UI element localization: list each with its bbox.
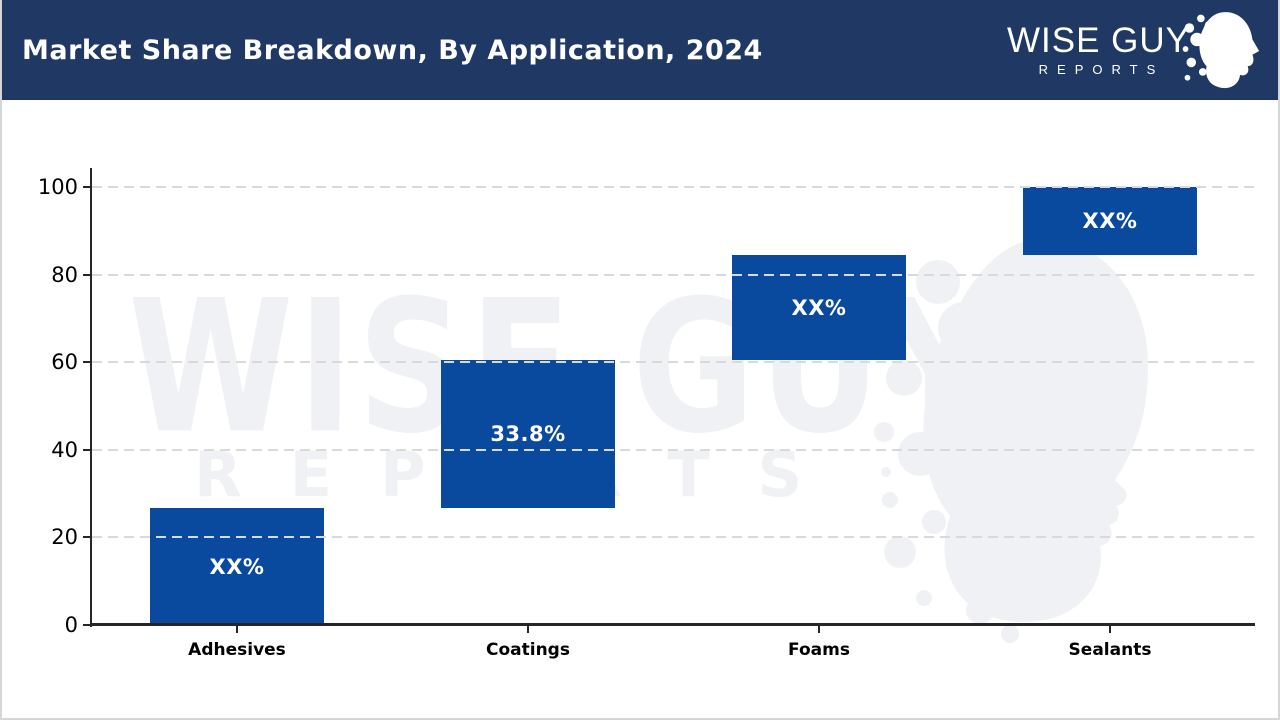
y-tick-mark: [83, 186, 91, 188]
logo-title: WISE GUY: [1006, 21, 1190, 61]
y-axis-line: [90, 168, 92, 627]
y-tick-label: 100: [37, 175, 78, 199]
x-category-label: Adhesives: [188, 640, 286, 660]
bar-sealants: XX%: [1023, 187, 1197, 255]
y-tick-mark: [83, 624, 91, 626]
x-category-label: Coatings: [486, 640, 570, 660]
x-category-label: Sealants: [1068, 640, 1152, 660]
x-tick-mark: [527, 625, 529, 633]
y-tick-label: 20: [51, 525, 78, 550]
logo-text: WISE GUY REPORTS: [1006, 21, 1190, 77]
gridline: [92, 273, 1255, 276]
gridline: [92, 186, 1255, 188]
x-tick-mark: [236, 625, 238, 633]
y-tick-mark: [83, 361, 91, 364]
bar-coatings: 33.8%: [441, 360, 615, 508]
wise-guy-logo: WISE GUY REPORTS: [1007, 7, 1262, 93]
bar-value-label: 33.8%: [490, 422, 566, 446]
y-tick-label: 80: [51, 262, 78, 287]
y-tick-label: 0: [64, 613, 78, 637]
gridline: [92, 448, 1255, 451]
bar-value-label: XX%: [1082, 209, 1138, 233]
logo-head-icon: [1182, 12, 1260, 89]
bar-value-label: XX%: [209, 554, 265, 579]
y-tick-mark: [83, 536, 91, 539]
x-axis-line: [90, 623, 1255, 626]
bar-adhesives: XX%: [150, 508, 324, 625]
y-tick-mark: [83, 448, 91, 451]
gridline: [92, 536, 1255, 539]
x-tick-mark: [818, 625, 820, 633]
header: Market Share Breakdown, By Application, …: [2, 0, 1278, 100]
bar-foams: XX%: [732, 255, 906, 360]
y-tick-label: 60: [51, 350, 78, 375]
y-tick-mark: [83, 273, 91, 276]
x-category-label: Foams: [788, 640, 850, 660]
y-tick-label: 40: [51, 437, 78, 462]
logo-subtitle: REPORTS: [1038, 61, 1165, 77]
page-title: Market Share Breakdown, By Application, …: [22, 34, 763, 66]
x-tick-mark: [1109, 625, 1111, 633]
watermark-head-icon: [871, 239, 1149, 643]
gridline: [92, 361, 1255, 364]
bar-value-label: XX%: [791, 295, 847, 320]
